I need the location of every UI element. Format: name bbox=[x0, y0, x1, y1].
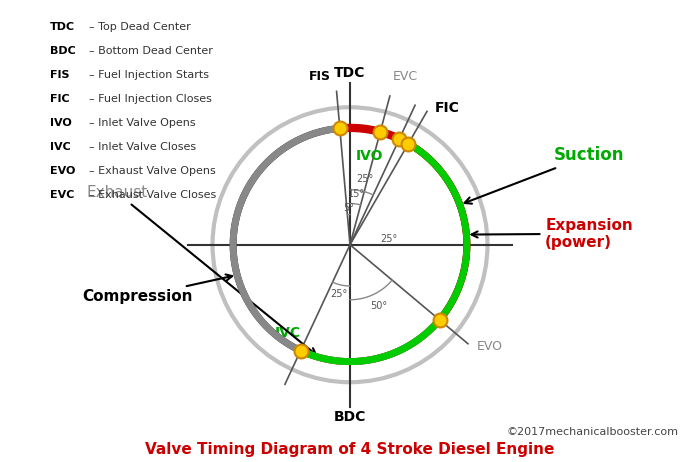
Text: 25°: 25° bbox=[380, 234, 397, 244]
Text: Valve Timing Diagram of 4 Stroke Diesel Engine: Valve Timing Diagram of 4 Stroke Diesel … bbox=[146, 443, 554, 457]
Text: – Inlet Valve Closes: – Inlet Valve Closes bbox=[89, 142, 196, 152]
Text: IVC: IVC bbox=[274, 326, 300, 340]
Text: – Inlet Valve Opens: – Inlet Valve Opens bbox=[89, 118, 195, 128]
Text: – Fuel Injection Starts: – Fuel Injection Starts bbox=[89, 70, 209, 80]
Point bbox=[295, 347, 306, 354]
Point bbox=[374, 128, 386, 135]
Text: TDC: TDC bbox=[335, 66, 365, 80]
Point bbox=[394, 135, 405, 143]
Text: Compression: Compression bbox=[82, 274, 232, 304]
Text: 25°: 25° bbox=[356, 174, 373, 184]
Point bbox=[334, 125, 345, 132]
Text: Expansion
(power): Expansion (power) bbox=[472, 218, 633, 250]
Text: TDC: TDC bbox=[50, 22, 76, 32]
Text: 25°: 25° bbox=[330, 289, 348, 299]
Text: FIC: FIC bbox=[435, 101, 459, 115]
Point bbox=[434, 316, 445, 323]
Text: BDC: BDC bbox=[50, 46, 76, 56]
Text: EVO: EVO bbox=[50, 166, 76, 176]
Text: IVO: IVO bbox=[50, 118, 72, 128]
Text: EVC: EVC bbox=[393, 70, 418, 83]
Text: – Bottom Dead Center: – Bottom Dead Center bbox=[89, 46, 213, 56]
Text: – Exhaust Valve Closes: – Exhaust Valve Closes bbox=[89, 190, 216, 201]
Text: – Top Dead Center: – Top Dead Center bbox=[89, 22, 190, 32]
Text: Exhaust: Exhaust bbox=[86, 185, 316, 354]
Text: FIS: FIS bbox=[50, 70, 70, 80]
Text: EVC: EVC bbox=[50, 190, 75, 201]
Text: IVO: IVO bbox=[356, 149, 383, 163]
Text: FIS: FIS bbox=[309, 70, 331, 83]
Point bbox=[402, 140, 414, 147]
Text: 5°: 5° bbox=[343, 203, 354, 213]
Text: EVO: EVO bbox=[477, 340, 503, 353]
Text: 15°: 15° bbox=[348, 189, 365, 199]
Text: 50°: 50° bbox=[370, 301, 387, 311]
Text: FIC: FIC bbox=[50, 94, 70, 104]
Text: ©2017mechanicalbooster.com: ©2017mechanicalbooster.com bbox=[507, 426, 679, 437]
Text: – Exhaust Valve Opens: – Exhaust Valve Opens bbox=[89, 166, 216, 176]
Text: BDC: BDC bbox=[334, 410, 366, 424]
Text: IVC: IVC bbox=[50, 142, 71, 152]
Text: – Fuel Injection Closes: – Fuel Injection Closes bbox=[89, 94, 211, 104]
Text: Suction: Suction bbox=[465, 146, 624, 204]
